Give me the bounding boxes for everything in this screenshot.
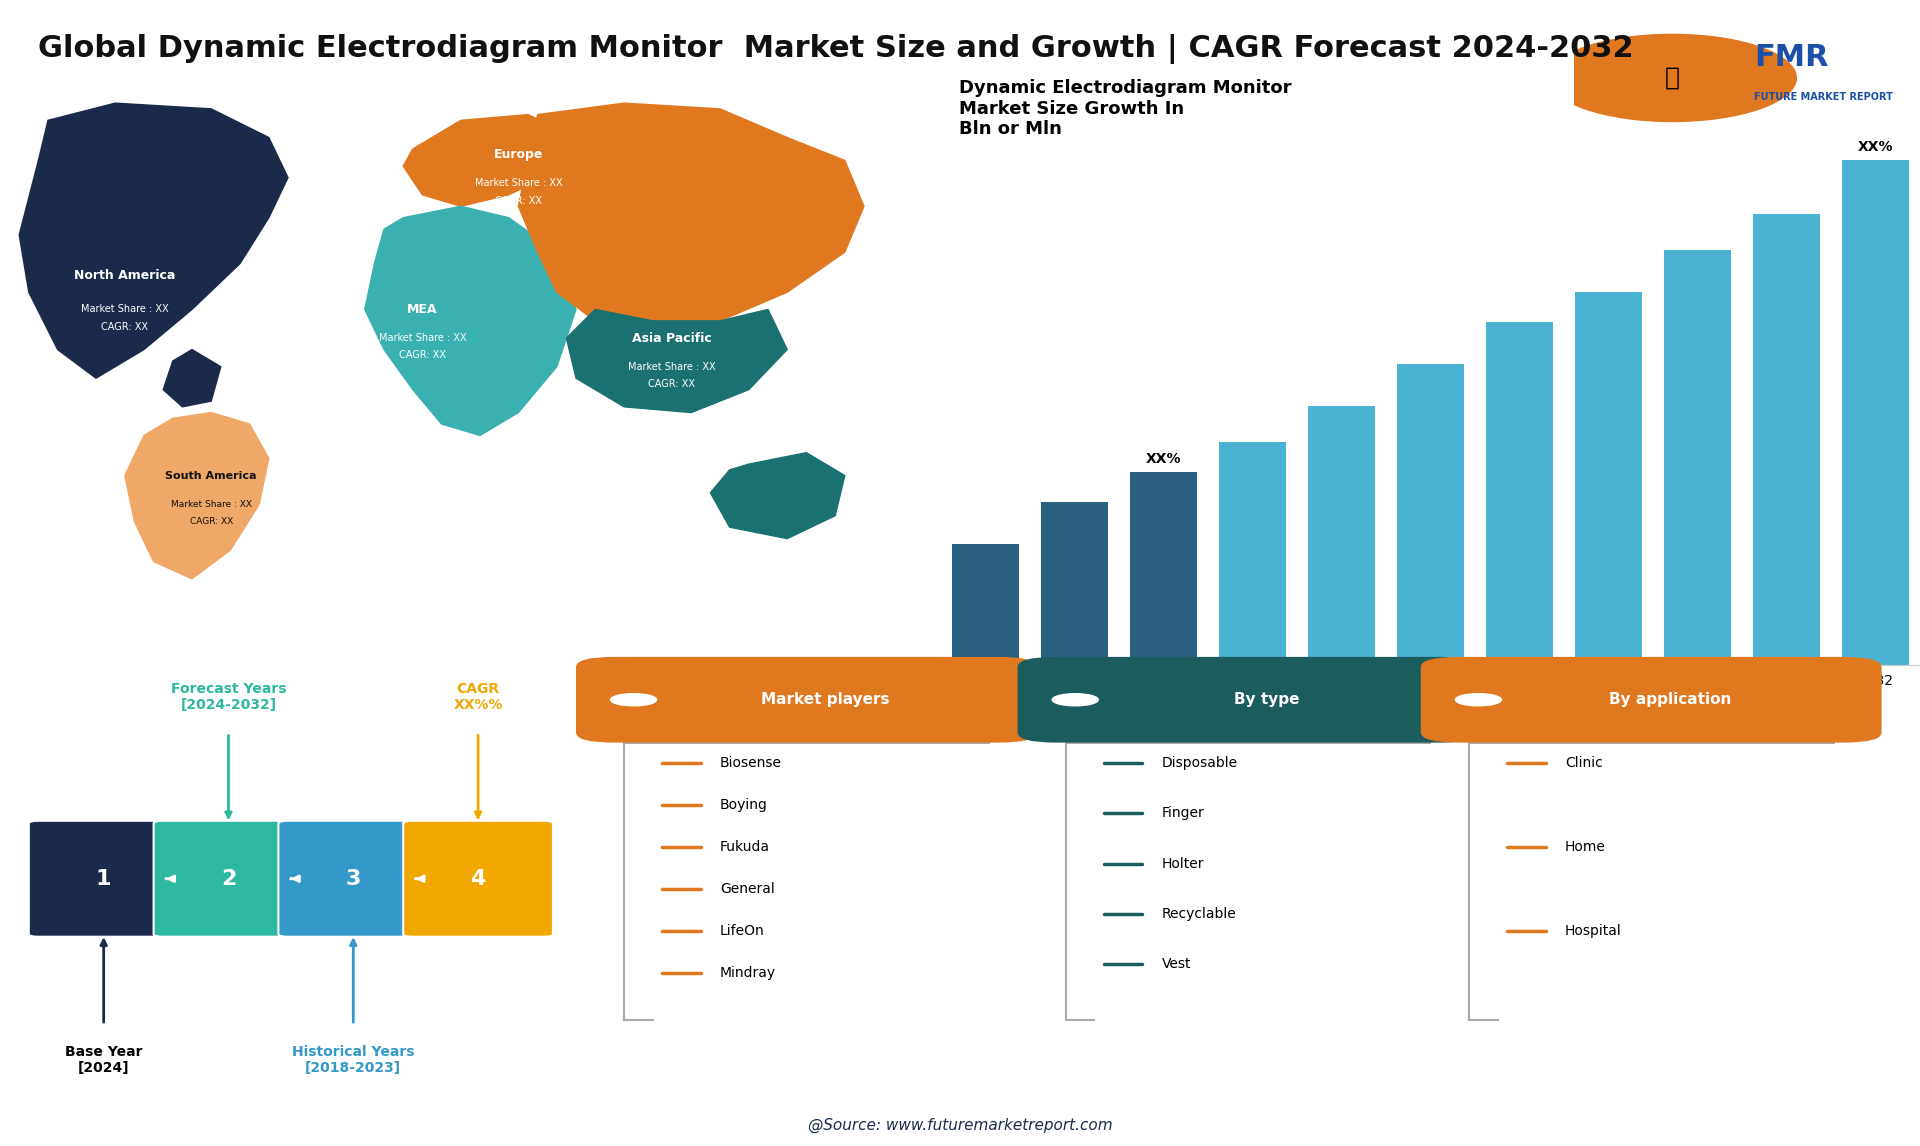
Text: Dynamic Electrodiagram Monitor
Market Size Growth In
Bln or Mln: Dynamic Electrodiagram Monitor Market Si…	[958, 79, 1290, 139]
Text: 2: 2	[221, 869, 236, 889]
Text: Market Share : XX: Market Share : XX	[171, 500, 252, 509]
Text: By application: By application	[1609, 692, 1732, 707]
FancyBboxPatch shape	[1421, 657, 1882, 743]
Circle shape	[611, 693, 657, 706]
Text: South America: South America	[165, 471, 257, 480]
Text: Finger: Finger	[1162, 806, 1204, 821]
Text: CAGR: XX: CAGR: XX	[649, 379, 695, 388]
Text: XX%: XX%	[1146, 453, 1181, 466]
Text: XX%: XX%	[1859, 140, 1893, 154]
Text: Market Share : XX: Market Share : XX	[474, 179, 563, 188]
Text: Market Share : XX: Market Share : XX	[628, 362, 716, 371]
FancyBboxPatch shape	[1018, 657, 1478, 743]
Text: Recyclable: Recyclable	[1162, 906, 1236, 921]
Text: @Source: www.futuremarketreport.com: @Source: www.futuremarketreport.com	[808, 1118, 1112, 1133]
Text: 4: 4	[470, 869, 486, 889]
Text: FMR: FMR	[1753, 42, 1828, 72]
Text: Asia Pacific: Asia Pacific	[632, 331, 712, 345]
Text: Global Dynamic Electrodiagram Monitor  Market Size and Growth | CAGR Forecast 20: Global Dynamic Electrodiagram Monitor Ma…	[38, 34, 1634, 64]
Text: Boying: Boying	[720, 798, 768, 811]
FancyBboxPatch shape	[278, 821, 428, 936]
Text: 👤: 👤	[1665, 66, 1680, 89]
Text: By type: By type	[1235, 692, 1300, 707]
Bar	[1308, 406, 1375, 665]
Polygon shape	[163, 350, 221, 407]
Bar	[1753, 214, 1820, 665]
Bar	[1219, 442, 1286, 665]
Bar	[1131, 472, 1196, 665]
Text: Disposable: Disposable	[1162, 755, 1238, 770]
Circle shape	[1548, 34, 1797, 121]
Text: Market Share : XX: Market Share : XX	[81, 305, 169, 314]
Text: Europe: Europe	[493, 148, 543, 162]
Text: LifeOn: LifeOn	[720, 924, 764, 937]
Text: Home: Home	[1565, 840, 1605, 854]
FancyBboxPatch shape	[576, 657, 1037, 743]
FancyBboxPatch shape	[29, 821, 179, 936]
Text: Market players: Market players	[762, 692, 889, 707]
Polygon shape	[125, 413, 269, 579]
Bar	[1486, 322, 1553, 665]
Text: Market Share : XX: Market Share : XX	[378, 333, 467, 343]
Polygon shape	[566, 309, 787, 413]
Text: Base Year
[2024]: Base Year [2024]	[65, 1045, 142, 1075]
Polygon shape	[710, 453, 845, 539]
Text: CAGR: XX: CAGR: XX	[102, 322, 148, 331]
Bar	[952, 544, 1020, 665]
Text: North America: North America	[75, 268, 175, 282]
Bar	[1041, 502, 1108, 665]
Text: Holter: Holter	[1162, 856, 1204, 871]
Text: Hospital: Hospital	[1565, 924, 1622, 937]
FancyBboxPatch shape	[403, 821, 553, 936]
Bar	[1574, 292, 1642, 665]
Text: Historical Years
[2018-2023]: Historical Years [2018-2023]	[292, 1045, 415, 1075]
Polygon shape	[403, 115, 576, 206]
Circle shape	[1052, 693, 1098, 706]
Bar	[1665, 250, 1730, 665]
Text: CAGR: XX: CAGR: XX	[190, 517, 232, 526]
Circle shape	[1455, 693, 1501, 706]
Text: CAGR: XX: CAGR: XX	[399, 351, 445, 360]
Text: Mindray: Mindray	[720, 966, 776, 980]
Text: MEA: MEA	[407, 303, 438, 316]
Text: CAGR
XX%%: CAGR XX%%	[453, 682, 503, 713]
Text: General: General	[720, 881, 776, 896]
Text: 3: 3	[346, 869, 361, 889]
Text: 1: 1	[96, 869, 111, 889]
Text: CAGR: XX: CAGR: XX	[495, 196, 541, 205]
Text: Vest: Vest	[1162, 957, 1190, 972]
Text: Biosense: Biosense	[720, 755, 781, 770]
Polygon shape	[19, 103, 288, 378]
Bar	[1841, 159, 1908, 665]
Polygon shape	[518, 103, 864, 332]
Text: Fukuda: Fukuda	[720, 840, 770, 854]
Text: Forecast Years
[2024-2032]: Forecast Years [2024-2032]	[171, 682, 286, 713]
Polygon shape	[365, 206, 576, 435]
Bar	[1398, 364, 1463, 665]
Text: FUTURE MARKET REPORT: FUTURE MARKET REPORT	[1753, 93, 1893, 102]
Text: Clinic: Clinic	[1565, 755, 1603, 770]
FancyBboxPatch shape	[154, 821, 303, 936]
